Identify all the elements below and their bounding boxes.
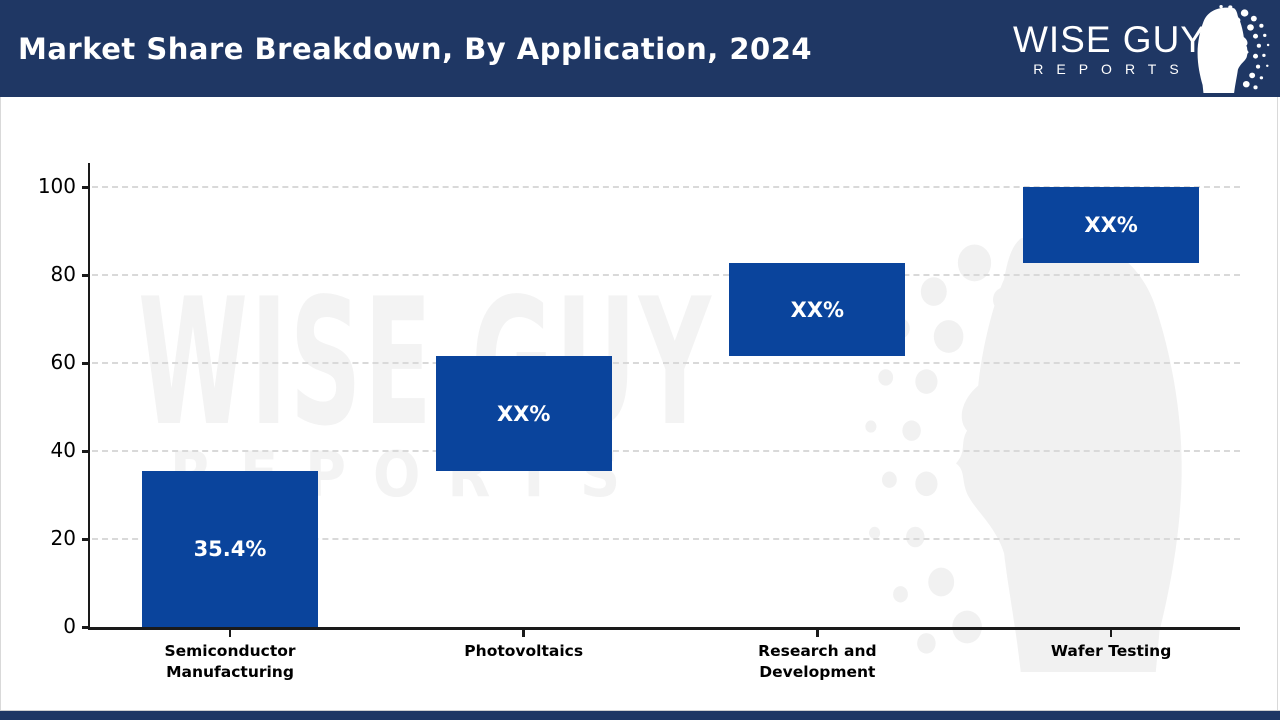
gridline [92, 362, 1240, 364]
y-tick-mark [82, 274, 90, 277]
y-axis [87, 163, 90, 630]
header-bar: Market Share Breakdown, By Application, … [0, 0, 1280, 97]
y-tick-mark [82, 450, 90, 453]
x-tick-mark [522, 629, 525, 637]
bar: XX% [729, 262, 906, 357]
y-tick-mark [82, 186, 90, 189]
y-tick-label: 20 [50, 526, 76, 550]
y-tick-mark [82, 626, 90, 629]
brand-logo-text: WISE GUY REPORTS [1012, 19, 1206, 78]
y-tick-label: 40 [50, 438, 76, 462]
bar: 35.4% [142, 471, 318, 627]
bar: XX% [435, 356, 612, 472]
dotted-face-logo-icon [1197, 5, 1270, 93]
brand-logo: WISE GUY REPORTS [1013, 4, 1274, 94]
logo-wordmark: WISE GUY [1012, 19, 1206, 60]
x-tick-mark [1109, 629, 1113, 637]
gridline [92, 186, 1240, 188]
y-tick-label: 60 [50, 350, 76, 374]
y-tick-label: 100 [37, 174, 76, 198]
x-tick-mark [816, 629, 819, 637]
y-tick-mark [82, 362, 90, 365]
x-tick-label: Wafer Testing [1050, 642, 1172, 660]
x-tick-mark [228, 629, 232, 637]
bar-value-label: XX% [1084, 212, 1138, 237]
footer-bar [0, 710, 1280, 720]
chart-title: Market Share Breakdown, By Application, … [18, 31, 813, 66]
gridline [92, 274, 1240, 276]
y-tick-label: 80 [50, 262, 76, 286]
gridline [92, 450, 1240, 452]
x-tick-label: Semiconductor Manufacturing [164, 642, 296, 681]
bar: XX% [1023, 187, 1200, 263]
bar-value-label: XX% [790, 297, 845, 322]
logo-subtext: REPORTS [1033, 61, 1192, 77]
gridline [92, 538, 1240, 540]
x-axis [87, 626, 1240, 630]
y-tick-mark [82, 538, 90, 541]
y-tick-label: 0 [63, 614, 76, 638]
bar-value-label: 35.4% [193, 537, 267, 562]
x-tick-label: Research and Development [758, 642, 877, 681]
x-tick-label: Photovoltaics [464, 642, 584, 660]
bar-value-label: XX% [496, 401, 551, 426]
